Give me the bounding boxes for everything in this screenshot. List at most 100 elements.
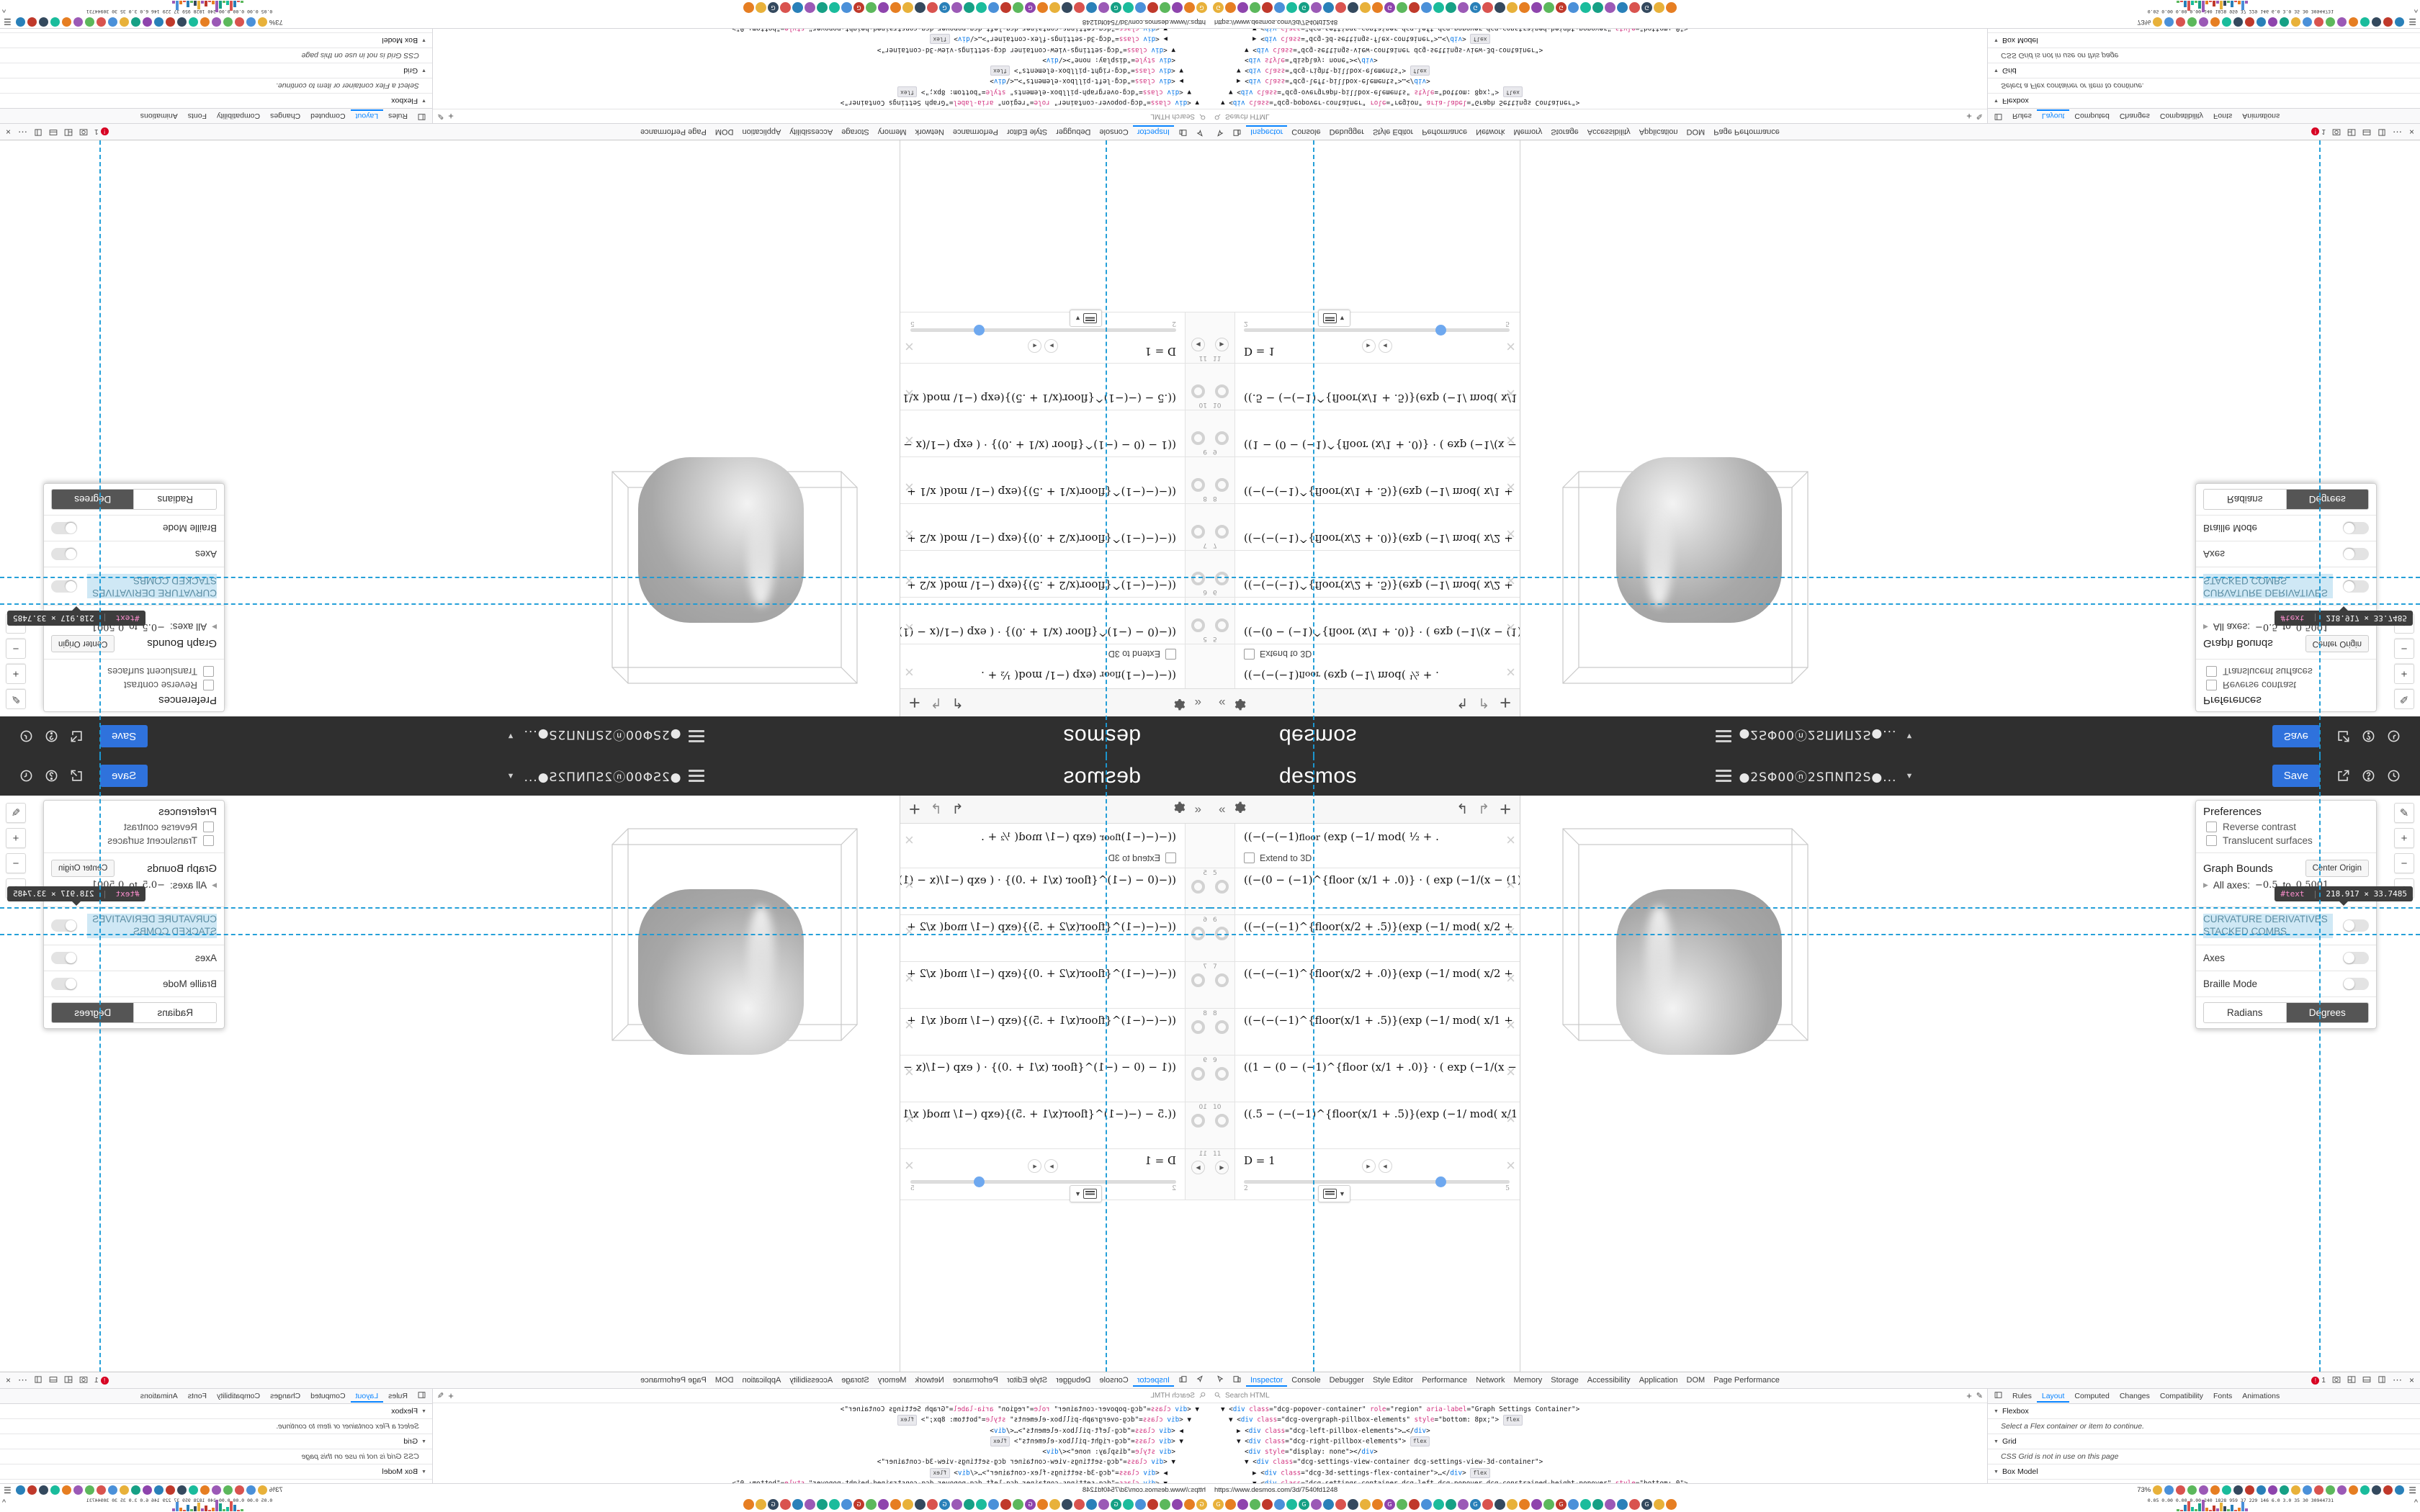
devtools-tab-page-performance[interactable]: Page Performance [1713,1376,1780,1385]
bookmark-item[interactable] [964,2,974,14]
expression-index[interactable]: 8 [1210,457,1235,503]
toolbar-extension-icon[interactable] [2187,1485,2197,1495]
devtools-tab-network[interactable]: Network [915,127,944,136]
bookmark-item[interactable]: G [1025,2,1036,14]
toolbar-extension-icon[interactable] [2349,1485,2359,1495]
toolbar-extension-icon[interactable] [2326,1485,2336,1495]
bookmark-item[interactable] [1098,1498,1109,1510]
expression-row[interactable]: 8 ((−(−(−1)^{floor(x/1 + .5)}(exp (−1/ mo… [1210,456,1520,503]
expression-math[interactable]: ((.5 − (−(−1)^{floor(x/1 + .5)}(exp (−1/… [1244,1107,1518,1120]
toolbar-extension-icon[interactable] [2349,17,2359,27]
devtools-tab-application[interactable]: Application [1639,127,1678,136]
braille-mode-toggle[interactable] [51,522,77,535]
toolbar-extension-icon[interactable] [2187,17,2197,27]
toolbar-extension-icon[interactable] [2268,17,2278,27]
devtools-tab-dom[interactable]: DOM [1686,127,1706,136]
eyedropper-icon[interactable]: ✎ [1976,112,1983,120]
graph-viewport[interactable]: Preferences Reverse contrast Translucent… [0,140,900,716]
flex-badge[interactable]: flex [1410,65,1430,76]
dom-node[interactable]: <div style="display: none"></div> [1245,1448,1378,1457]
bookmark-item[interactable]: G [768,2,779,14]
slider-reverse-icon[interactable]: ◀ [1378,1159,1392,1173]
toolbar-extension-icon[interactable] [142,17,152,27]
extend-to-3d-row[interactable]: Extend to 3D [900,850,1185,868]
delete-expression-icon[interactable]: × [905,876,914,894]
screenshot-icon[interactable] [79,1375,88,1386]
bookmark-item[interactable]: G [1384,2,1395,14]
toolbar-extension-icon[interactable] [2257,1485,2267,1495]
search-input[interactable]: Search HTML [1225,1392,1270,1400]
expression-math[interactable]: ((1 − (0 − (−1)^{floor (x/1 + .0)} · ( e… [900,438,1176,451]
flex-badge[interactable]: flex [897,86,918,97]
slider-min[interactable]: 2 [1244,1185,1248,1192]
dock-bottom-icon[interactable] [2362,127,2371,138]
all-axes-min[interactable]: −0.5 [142,621,166,632]
dom-node[interactable]: ▼ <div class="dcg-right-pillbox-elements… [1213,65,1987,76]
keyboard-button[interactable]: ▼ [1070,310,1102,327]
expression-list[interactable]: ((−(−(−1) floor (exp (−1/ mod( ½ + . Exte… [900,140,1210,688]
toolbar-extension-icon[interactable] [27,17,37,27]
dom-node[interactable]: ▶ <div class="dcg-left-pillbox-elements"… [990,1426,1183,1435]
bookmark-item[interactable] [1335,2,1346,14]
bookmark-item[interactable] [988,1498,999,1510]
toolbar-extension-icon[interactable] [2268,1485,2278,1495]
expression-index[interactable]: 8 [1185,1009,1210,1055]
bookmark-item[interactable] [1568,2,1579,14]
delete-expression-icon[interactable]: × [1506,831,1515,849]
bookmark-item[interactable] [1360,2,1371,14]
slider-reverse-icon[interactable]: ◀ [1028,339,1042,353]
expression-color-bullet[interactable] [1215,384,1229,398]
scroll-up-chevron-icon[interactable]: ^ [2414,5,2418,14]
sidebar-tab-rules[interactable]: Rules [2012,112,2032,120]
keyboard-button[interactable]: ▼ [1318,310,1350,327]
expression-index[interactable]: 11 ▶ [1185,1149,1210,1200]
axes-row[interactable]: Axes [2196,945,2376,971]
bookmark-item[interactable] [1531,1498,1542,1510]
bookmark-item[interactable] [756,1498,766,1510]
redo-icon[interactable]: ↱ [1478,801,1490,817]
stacked-combs-section-row[interactable]: CURVATURE DERIVATIVES STACKED COMBS [2196,567,2376,605]
devtools-tab-performance[interactable]: Performance [952,127,998,136]
expression-index[interactable]: 5 [1185,598,1210,644]
delete-expression-icon[interactable]: × [1506,572,1515,590]
toolbar-extension-icon[interactable] [165,17,175,27]
undo-icon[interactable]: ↰ [1456,801,1469,817]
chevron-down-icon[interactable]: ▼ [1339,315,1345,322]
toolbar-extension-icon[interactable] [2372,17,2382,27]
expression-math[interactable]: ((−(−(−1)^{floor(x/2 + .0)}(exp (−1/ mod… [1244,967,1513,980]
chevron-down-icon[interactable]: ▼ [1905,732,1914,741]
bookmark-item[interactable] [1397,2,1407,14]
bookmark-item[interactable] [1654,2,1664,14]
expression-math[interactable]: ((.5 − (−(−1)^{floor(x/1 + .5)}(exp (−1/… [902,1107,1176,1120]
expression-row[interactable]: 5 ((−(0 − (−1)^{floor (x/1 + .0)} · ( exp… [1210,597,1520,644]
sidebar-tab-layout[interactable]: Layout [2037,109,2070,122]
slider-play-icon[interactable]: ▶ [1044,339,1059,353]
devtools-tab-console[interactable]: Console [1099,1376,1129,1385]
graph-title-area[interactable]: ●2SΦ00ⓝ2SΠNΠ2S●... ▼ [1357,727,2272,745]
toolbar-extension-icon[interactable] [257,17,267,27]
zoom-level-label[interactable]: 73% [2137,18,2151,26]
bookmark-item[interactable] [1184,1498,1195,1510]
hamburger-menu-icon[interactable]: ☰ [2408,1485,2416,1495]
reverse-contrast-checkbox[interactable] [2206,680,2217,690]
dom-node[interactable]: ▶ <div class="dcg-3d-settings-flex-conta… [433,33,1207,45]
bookmark-item[interactable] [1172,1498,1183,1510]
expression-math[interactable]: D = 1 [1244,1154,1276,1167]
sidebar-collapse-icon[interactable] [1991,1391,2006,1401]
save-button[interactable]: Save [100,725,148,747]
play-button[interactable]: ▶ [1215,1161,1229,1174]
devtools-tab-accessibility[interactable]: Accessibility [1587,1376,1631,1385]
toolbar-extension-icon[interactable] [2176,1485,2186,1495]
devtools-tab-memory[interactable]: Memory [1513,1376,1543,1385]
bookmark-item[interactable] [1074,2,1085,14]
graph-viewport[interactable]: Preferences Reverse contrast Translucent… [1520,140,2420,716]
expression-color-bullet[interactable] [1215,880,1229,894]
axes-toggle[interactable] [2343,548,2369,561]
expression-row[interactable]: ((−(−(−1) floor (exp (−1/ mod( ½ + . Exte… [900,824,1210,868]
zoom-out-icon[interactable]: − [6,639,26,659]
html-search-bar[interactable]: Search HTML + ✎ [433,109,1210,123]
expression-math[interactable]: ((1 − (0 − (−1)^{floor (x/1 + .0)} · ( e… [900,1061,1176,1074]
highlighted-section-title[interactable]: CURVATURE DERIVATIVES STACKED COMBS [87,574,217,598]
bookmark-item[interactable] [1605,2,1615,14]
toolbar-extension-icon[interactable] [257,1485,267,1495]
